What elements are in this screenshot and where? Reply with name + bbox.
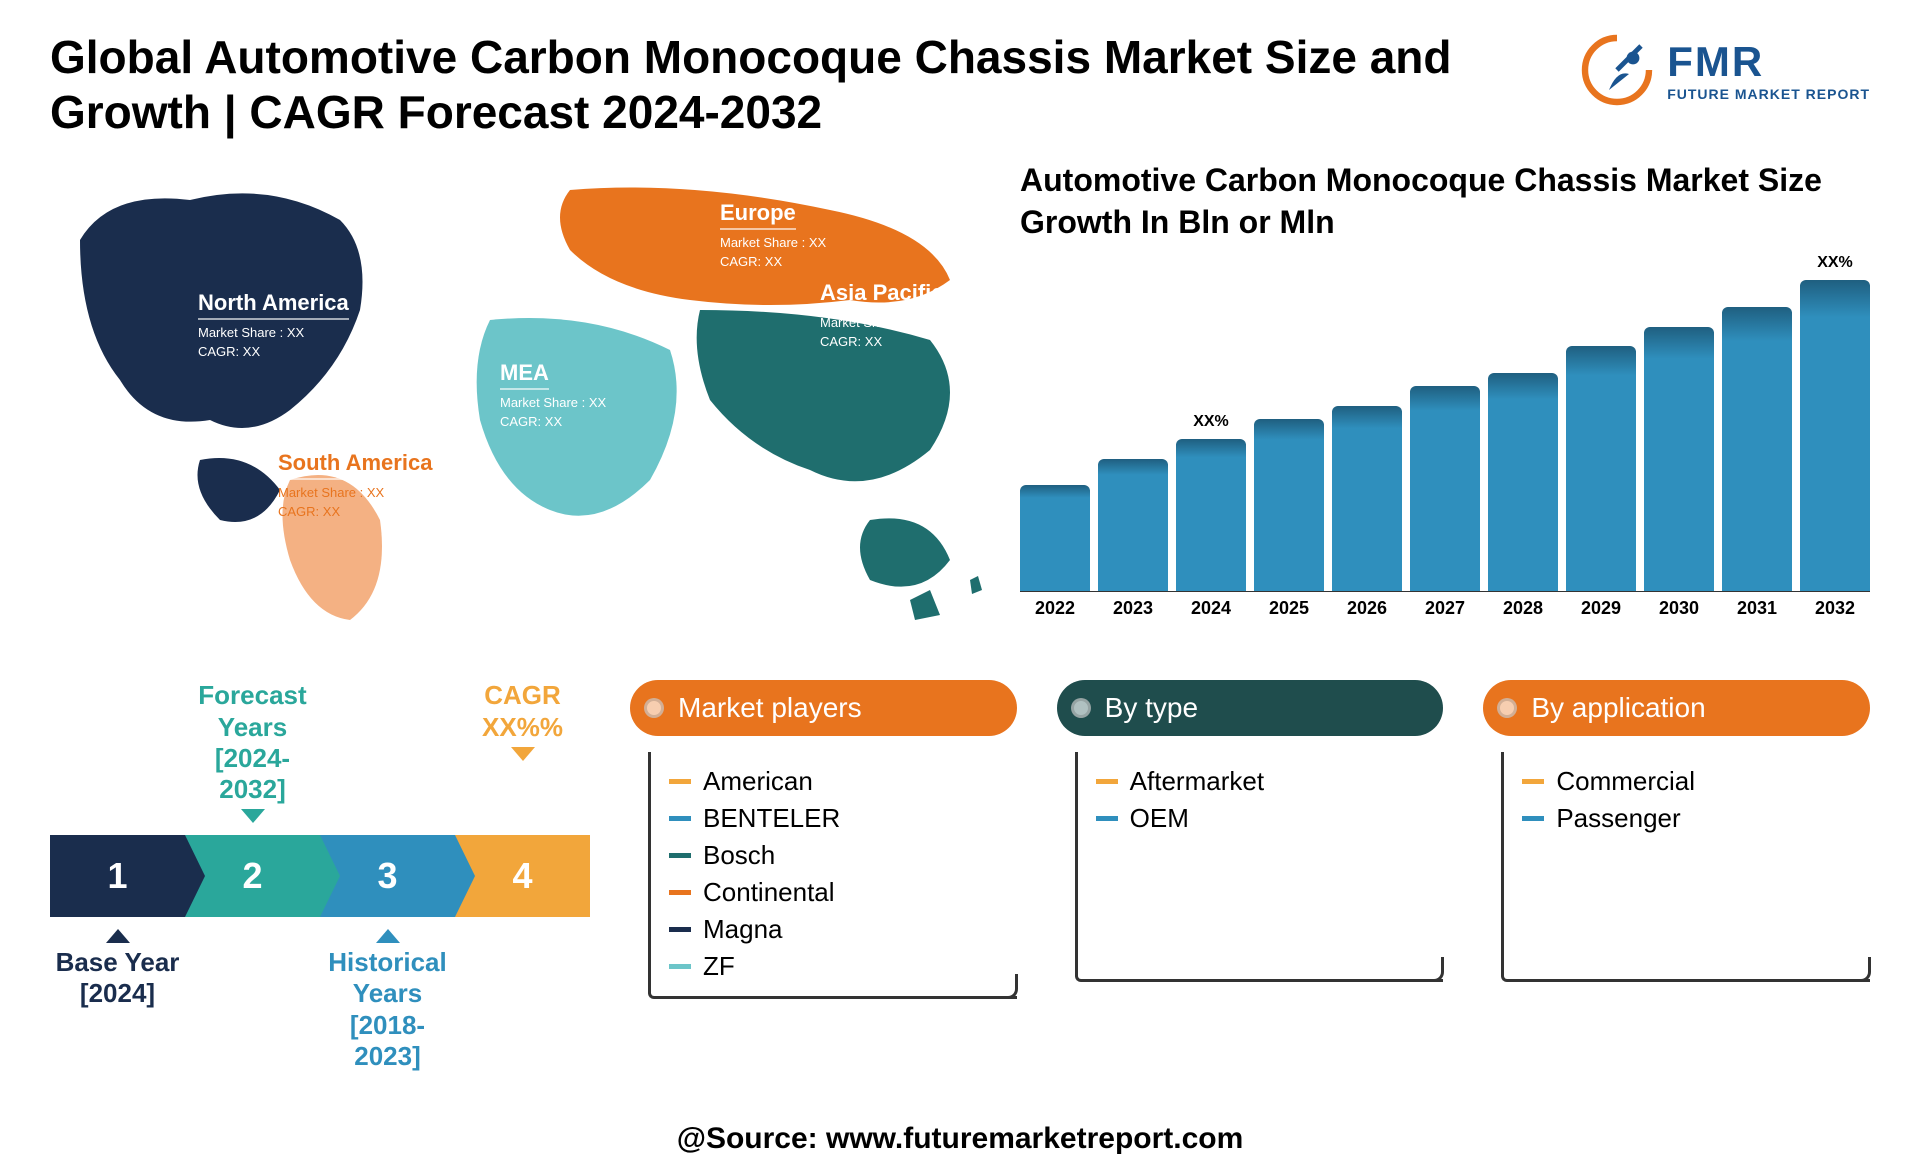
bar-chart: Automotive Carbon Monocoque Chassis Mark… (1020, 160, 1870, 620)
bar-2032: 2032XX% (1800, 280, 1870, 590)
bullet-icon (644, 698, 664, 718)
segment-item-label: Passenger (1556, 803, 1680, 834)
bar-year-label: 2029 (1581, 598, 1621, 619)
bar-year-label: 2031 (1737, 598, 1777, 619)
bar-2024: 2024XX% (1176, 439, 1246, 591)
world-map: North AmericaMarket Share : XXCAGR: XX So… (50, 160, 990, 620)
segment-item-label: Magna (703, 914, 783, 945)
bullet-icon (1497, 698, 1517, 718)
segment-title: Market players (678, 692, 862, 724)
bar-year-label: 2030 (1659, 598, 1699, 619)
segment-item: OEM (1096, 803, 1436, 834)
source-line: @Source: www.futuremarketreport.com (50, 1122, 1870, 1156)
segment-header: By application (1483, 680, 1870, 736)
timeline-segment-4: 4 (455, 835, 590, 917)
bar-annotation: XX% (1193, 413, 1229, 431)
bullet-icon (1071, 698, 1091, 718)
timeline-segment-3: 3 (320, 835, 455, 917)
bar-year-label: 2026 (1347, 598, 1387, 619)
segment-item-label: American (703, 766, 813, 797)
segment-item-label: OEM (1130, 803, 1189, 834)
segment-market-players: Market players American BENTELER Bosch Conti… (630, 680, 1017, 999)
segment-item: Bosch (669, 840, 1009, 871)
dash-icon (669, 890, 691, 895)
segment-item-label: ZF (703, 951, 735, 982)
region-label-mea: MEAMarket Share : XXCAGR: XX (500, 360, 606, 430)
dash-icon (1522, 816, 1544, 821)
segment-by-type: By type Aftermarket OEM (1057, 680, 1444, 999)
dash-icon (1096, 779, 1118, 784)
bar-2023: 2023 (1098, 459, 1168, 591)
bar-2022: 2022 (1020, 485, 1090, 591)
bar-year-label: 2027 (1425, 598, 1465, 619)
segment-by-application: By application Commercial Passenger (1483, 680, 1870, 999)
dash-icon (669, 964, 691, 969)
bar-2025: 2025 (1254, 419, 1324, 591)
bar-2028: 2028 (1488, 373, 1558, 591)
bar-year-label: 2025 (1269, 598, 1309, 619)
bar-year-label: 2023 (1113, 598, 1153, 619)
logo-text-sub: FUTURE MARKET REPORT (1667, 86, 1870, 102)
logo: FMR FUTURE MARKET REPORT (1577, 30, 1870, 110)
bar-year-label: 2032 (1815, 598, 1855, 619)
bar-2031: 2031 (1722, 307, 1792, 591)
segment-item: Commercial (1522, 766, 1862, 797)
segment-item: Magna (669, 914, 1009, 945)
dash-icon (1522, 779, 1544, 784)
logo-icon (1577, 30, 1657, 110)
segment-item-label: Bosch (703, 840, 775, 871)
timeline-label: CAGRXX%% (455, 680, 590, 742)
timeline: Forecast Years[2024-2032] CAGRXX%% 1234 B… (50, 680, 590, 1072)
timeline-segment-2: 2 (185, 835, 320, 917)
bar-annotation: XX% (1817, 254, 1853, 272)
segment-item: BENTELER (669, 803, 1009, 834)
segment-header: Market players (630, 680, 1017, 736)
segment-item: Aftermarket (1096, 766, 1436, 797)
bar-2030: 2030 (1644, 327, 1714, 591)
segment-item-label: BENTELER (703, 803, 840, 834)
logo-text-main: FMR (1667, 38, 1870, 86)
segment-item: American (669, 766, 1009, 797)
segment-item-label: Continental (703, 877, 835, 908)
timeline-label: Forecast Years[2024-2032] (185, 680, 320, 805)
dash-icon (669, 816, 691, 821)
bar-year-label: 2024 (1191, 598, 1231, 619)
page-title: Global Automotive Carbon Monocoque Chass… (50, 30, 1550, 140)
bar-2027: 2027 (1410, 386, 1480, 591)
bar-year-label: 2022 (1035, 598, 1075, 619)
timeline-label: Historical Years[2018-2023] (320, 947, 455, 1072)
dash-icon (669, 927, 691, 932)
bar-year-label: 2028 (1503, 598, 1543, 619)
region-label-south-america: South AmericaMarket Share : XXCAGR: XX (278, 450, 432, 520)
segment-item-label: Commercial (1556, 766, 1695, 797)
segment-item: Passenger (1522, 803, 1862, 834)
bar-2026: 2026 (1332, 406, 1402, 591)
region-label-europe: EuropeMarket Share : XXCAGR: XX (720, 200, 826, 270)
region-label-asia-pacific: Asia PacificMarket Share : XXCAGR: XX (820, 280, 944, 350)
bar-2029: 2029 (1566, 346, 1636, 590)
timeline-label: Base Year[2024] (50, 947, 185, 1009)
dash-icon (1096, 816, 1118, 821)
segment-header: By type (1057, 680, 1444, 736)
segment-item: ZF (669, 951, 1009, 982)
dash-icon (669, 853, 691, 858)
region-asia-pacific (697, 310, 950, 620)
segment-title: By application (1531, 692, 1705, 724)
segment-item-label: Aftermarket (1130, 766, 1264, 797)
region-label-north-america: North AmericaMarket Share : XXCAGR: XX (198, 290, 349, 360)
segment-title: By type (1105, 692, 1198, 724)
dash-icon (669, 779, 691, 784)
segment-item: Continental (669, 877, 1009, 908)
timeline-segment-1: 1 (50, 835, 185, 917)
chart-title: Automotive Carbon Monocoque Chassis Mark… (1020, 160, 1870, 243)
